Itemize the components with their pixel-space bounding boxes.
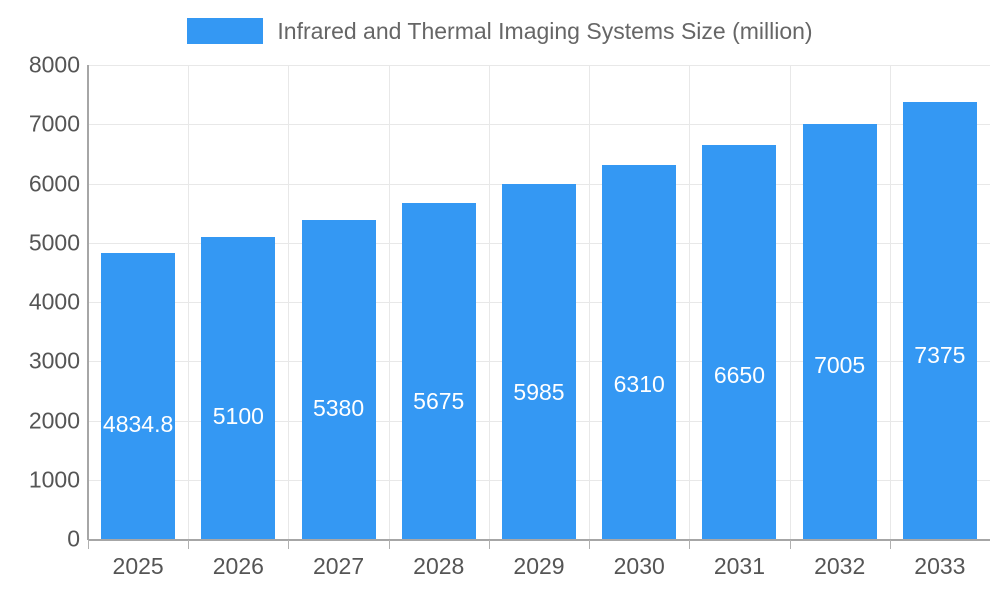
gridline-vertical (389, 65, 390, 539)
x-axis-tick-mark (689, 540, 690, 549)
gridline-vertical (890, 65, 891, 539)
bar-value-label: 6650 (713, 361, 766, 388)
y-axis-tick-label: 2000 (28, 407, 80, 433)
x-axis-tick-label: 2028 (413, 553, 465, 579)
x-axis-tick-label: 2030 (613, 553, 665, 579)
bar[interactable]: 5100 (201, 236, 276, 539)
legend-color-swatch (187, 18, 264, 44)
x-axis-tick-mark (188, 540, 189, 549)
x-axis-tick-mark (790, 540, 791, 549)
y-axis-tick-label: 4000 (28, 288, 80, 315)
bar-value-label: 7005 (814, 351, 866, 378)
x-axis-tick-mark (88, 540, 89, 549)
x-axis-tick-label: 2033 (914, 553, 966, 579)
bar-value-label: 5100 (212, 402, 264, 429)
y-axis-tick-label: 3000 (28, 347, 80, 374)
x-axis-tick-label: 2031 (713, 553, 766, 579)
gridline-vertical (288, 65, 289, 539)
y-axis-tick-label: 8000 (28, 51, 80, 78)
bar[interactable]: 5380 (301, 220, 376, 539)
bar[interactable]: 6650 (702, 144, 777, 539)
x-axis-tick-mark (288, 540, 289, 549)
gridline-vertical (689, 65, 690, 539)
x-axis-tick-mark (890, 540, 891, 549)
y-axis-line (87, 65, 89, 540)
bar-value-label: 5675 (413, 387, 465, 414)
bar[interactable]: 6310 (602, 165, 677, 539)
bar[interactable]: 7375 (902, 102, 977, 539)
x-axis-tick-mark (489, 540, 490, 549)
bar[interactable]: 5675 (401, 202, 476, 539)
bar-value-label: 5985 (513, 379, 565, 406)
gridline-vertical (188, 65, 189, 539)
y-axis-tick-labels: 0 1000 2000 3000 4000 5000 6000 7000 8000 (0, 0, 80, 600)
y-axis-tick-label: 5000 (28, 229, 80, 256)
legend-label: Infrared and Thermal Imaging Systems Siz… (277, 17, 813, 44)
x-axis-tick-label: 2027 (312, 553, 365, 579)
bar[interactable]: 5985 (502, 184, 576, 539)
bar[interactable]: 4834.8 (101, 252, 176, 539)
x-axis-tick-mark (589, 540, 590, 549)
gridline-vertical (489, 65, 490, 539)
gridline-vertical (790, 65, 791, 539)
y-axis-tick-label: 1000 (28, 466, 80, 493)
x-axis-tick-label: 2032 (814, 553, 866, 579)
gridline-horizontal (88, 124, 990, 126)
y-axis-tick-label: 6000 (28, 170, 80, 196)
bar-value-label: 6310 (613, 371, 665, 398)
y-axis-tick-label: 0 (67, 525, 80, 552)
x-axis-tick-label: 2026 (212, 553, 264, 579)
x-axis-tick-mark (389, 540, 390, 549)
gridline-horizontal (88, 65, 990, 66)
x-axis-tick-label: 2025 (112, 553, 164, 579)
bar-value-label: 4834.8 (102, 410, 174, 437)
plot-area: 4834.8 5100 5380 5675 5985 6310 6650 7005 7375 (88, 65, 990, 540)
chart-legend: Infrared and Thermal Imaging Systems Siz… (0, 10, 1000, 52)
bar[interactable]: 7005 (802, 123, 877, 539)
bar-value-label: 5380 (312, 395, 365, 422)
y-axis-tick-label: 7000 (28, 110, 80, 137)
gridline-vertical (589, 65, 590, 539)
x-axis-line (88, 539, 990, 541)
gridline-horizontal (88, 183, 990, 185)
bar-value-label: 7375 (914, 342, 966, 369)
x-axis-tick-label: 2029 (513, 553, 565, 579)
